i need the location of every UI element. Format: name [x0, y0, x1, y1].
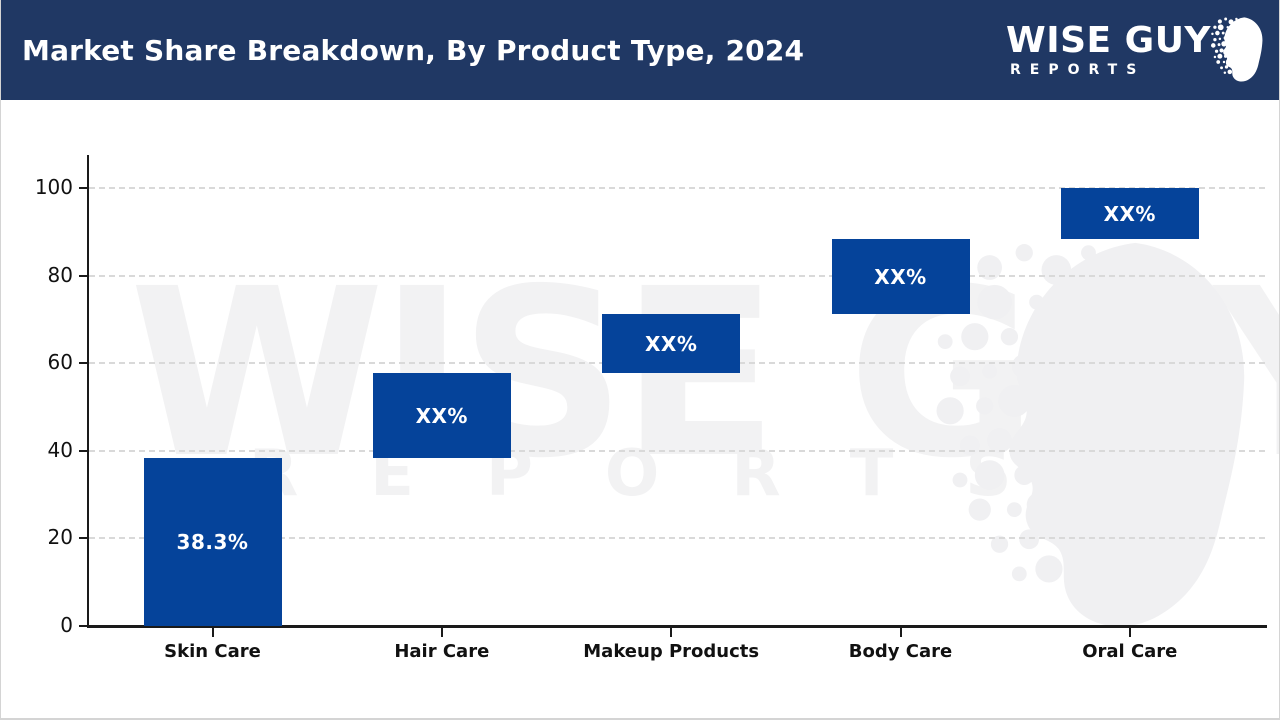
y-axis-tick [79, 274, 89, 277]
bar-value-label: XX% [874, 264, 927, 289]
y-tick-label: 0 [60, 613, 73, 637]
header: Market Share Breakdown, By Product Type,… [1, 0, 1279, 100]
page-title: Market Share Breakdown, By Product Type,… [22, 33, 805, 67]
y-axis-line [87, 155, 89, 627]
y-tick-label: 40 [47, 437, 73, 462]
x-axis-tick [1128, 628, 1131, 637]
x-axis-tick [670, 628, 673, 637]
x-axis-tick [440, 628, 443, 637]
x-axis-tick [899, 628, 902, 637]
x-axis-line [87, 625, 1267, 628]
x-category-label: Makeup Products [583, 641, 760, 662]
logo: WISE GUY REPORTS [1006, 8, 1267, 92]
gridline [89, 537, 1265, 540]
x-category-label: Oral Care [1082, 641, 1178, 662]
bar-value-label: 38.3% [176, 530, 249, 555]
bar-value-label: XX% [415, 403, 468, 428]
bar: XX% [602, 314, 741, 374]
gridline [89, 449, 1265, 452]
x-category-label: Body Care [848, 641, 953, 662]
y-axis-tick [79, 362, 89, 365]
y-tick-label: 60 [47, 350, 73, 375]
bar: 38.3% [143, 458, 282, 626]
y-tick-label: 80 [47, 262, 73, 287]
bar: XX% [831, 239, 970, 315]
y-axis-tick [79, 187, 89, 189]
x-category-label: Skin Care [164, 641, 261, 662]
logo-face-icon [1205, 8, 1267, 92]
gridline [89, 187, 1265, 189]
bar-value-label: XX% [644, 331, 698, 356]
logo-subtitle: REPORTS [1009, 61, 1146, 78]
y-axis-tick [79, 449, 89, 452]
x-axis-tick [211, 628, 214, 637]
bar: XX% [1060, 188, 1199, 240]
logo-text: WISE GUY REPORTS [1005, 19, 1211, 78]
y-axis-tick [79, 537, 89, 540]
y-tick-label: 100 [34, 175, 73, 199]
gridline [89, 274, 1265, 277]
bar-value-label: XX% [1103, 201, 1156, 226]
logo-wordmark: WISE GUY [1005, 19, 1211, 61]
x-category-label: Hair Care [394, 641, 490, 662]
y-axis-tick [79, 625, 89, 627]
bar: XX% [372, 373, 511, 459]
y-tick-label: 20 [47, 525, 73, 550]
